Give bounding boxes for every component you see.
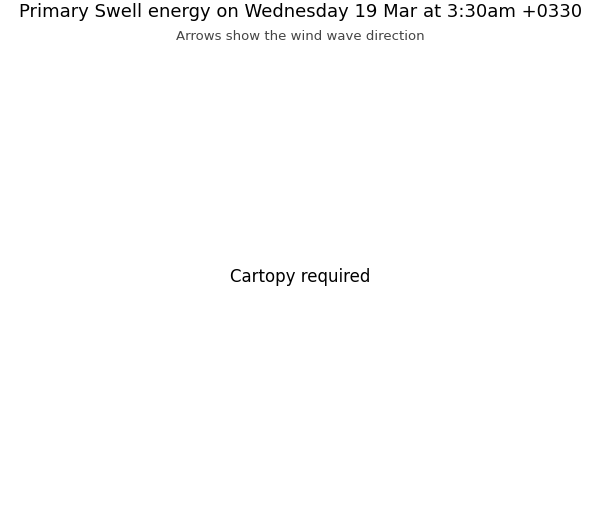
Text: Primary Swell energy on Wednesday 19 Mar at 3:30am +0330: Primary Swell energy on Wednesday 19 Mar… — [19, 3, 582, 21]
Text: Arrows show the wind wave direction: Arrows show the wind wave direction — [176, 31, 425, 43]
Text: Cartopy required: Cartopy required — [230, 267, 371, 285]
